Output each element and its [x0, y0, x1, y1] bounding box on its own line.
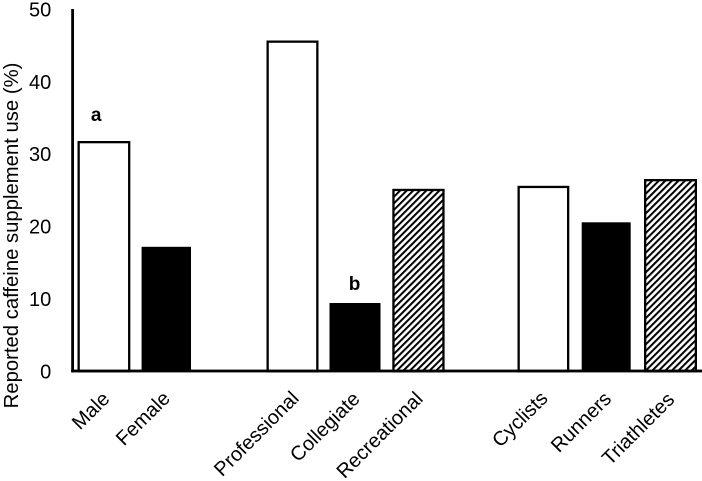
svg-text:0: 0 — [40, 361, 51, 383]
svg-text:a: a — [91, 105, 102, 126]
svg-text:Reported caffeine supplement u: Reported caffeine supplement use (%) — [1, 63, 23, 409]
svg-text:b: b — [349, 274, 361, 295]
svg-text:10: 10 — [29, 289, 51, 311]
svg-text:50: 50 — [29, 0, 51, 21]
svg-text:20: 20 — [29, 217, 51, 239]
svg-text:40: 40 — [29, 72, 51, 94]
svg-text:30: 30 — [29, 144, 51, 166]
